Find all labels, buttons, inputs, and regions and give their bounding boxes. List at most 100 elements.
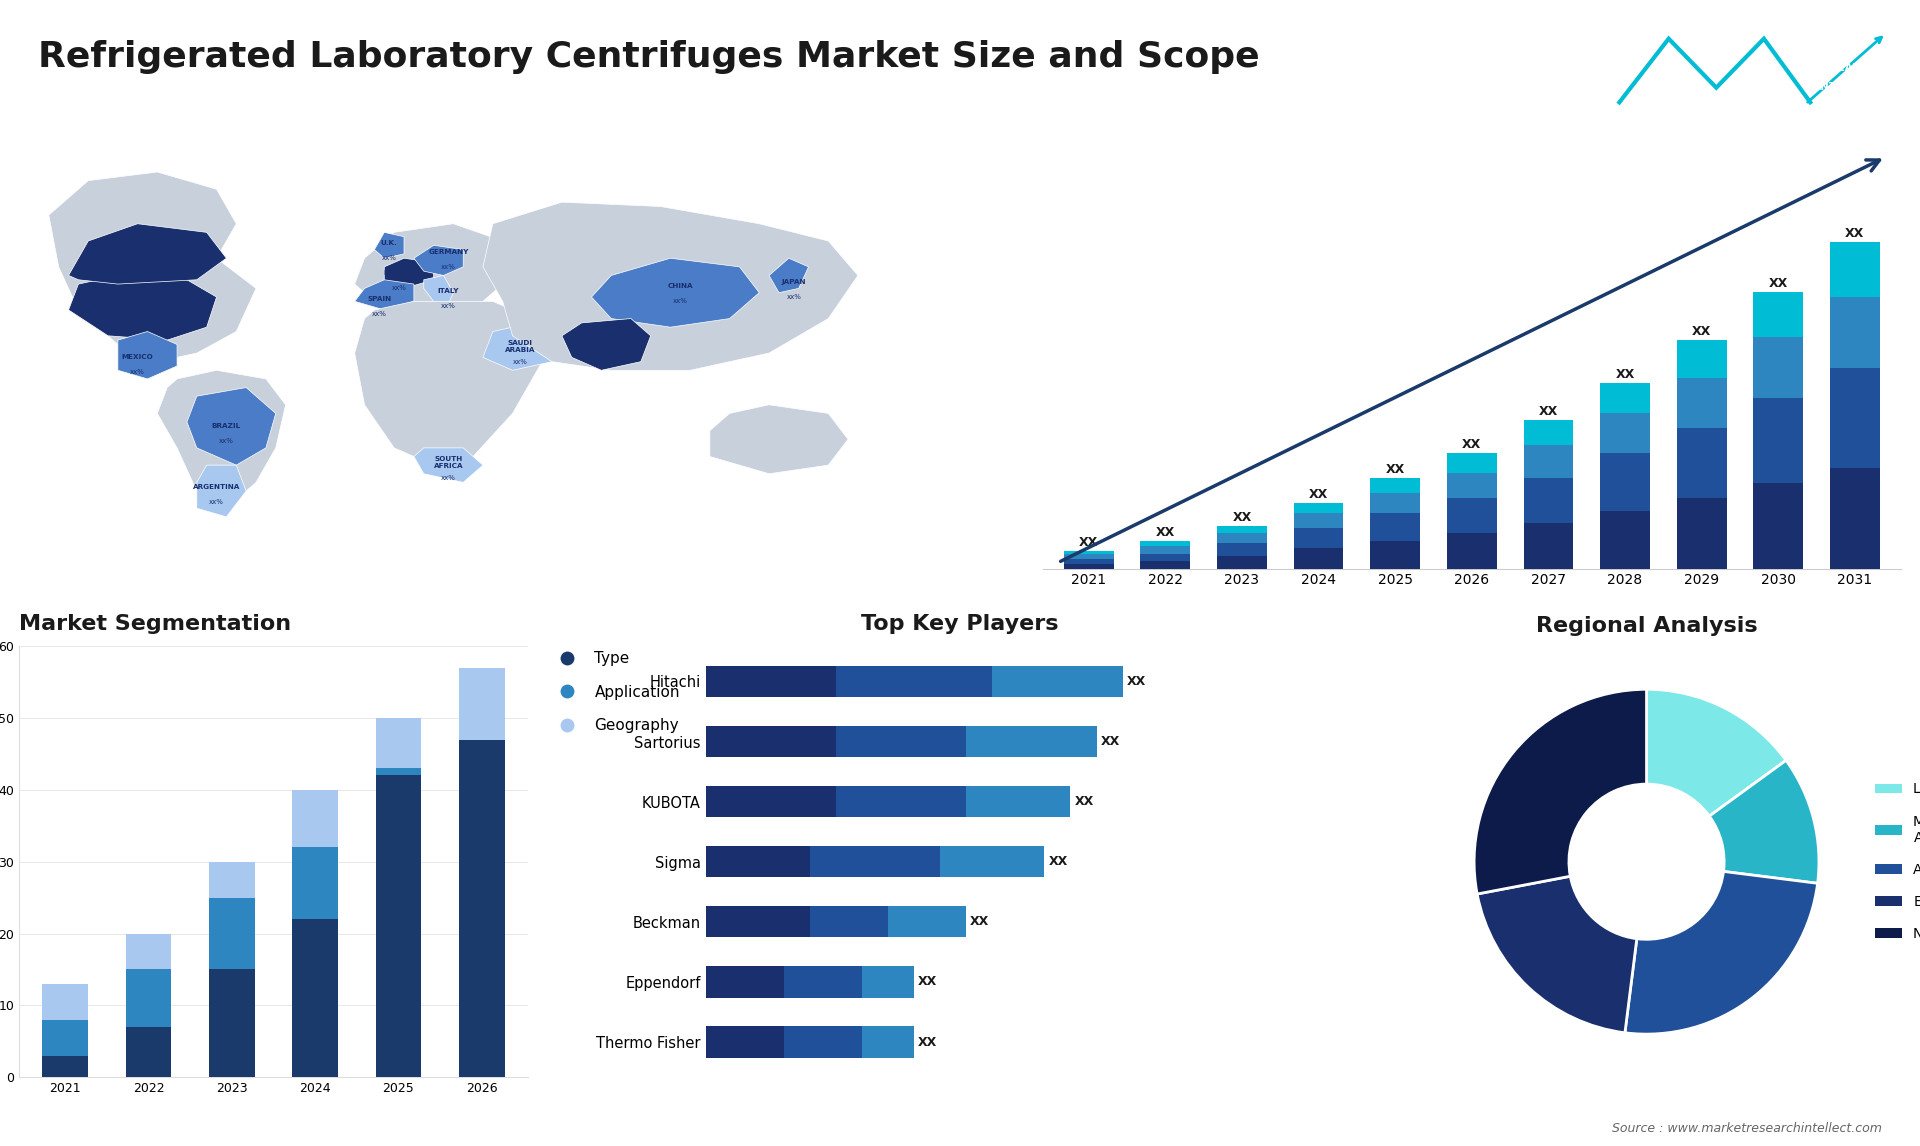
Bar: [1599, 511, 1649, 568]
Bar: [209, 970, 255, 1077]
Bar: [1371, 513, 1421, 541]
Text: XX: XX: [1768, 277, 1788, 290]
Polygon shape: [374, 233, 403, 258]
Bar: [707, 966, 783, 997]
Bar: [1371, 541, 1421, 568]
Bar: [1523, 478, 1572, 524]
Bar: [966, 725, 1096, 758]
Bar: [1753, 398, 1803, 484]
Text: SPAIN: SPAIN: [367, 296, 392, 303]
Text: xx%: xx%: [442, 303, 455, 308]
Polygon shape: [355, 301, 541, 465]
Bar: [707, 786, 835, 817]
Text: xx%: xx%: [209, 499, 225, 504]
Text: XX: XX: [1233, 511, 1252, 524]
Bar: [292, 790, 338, 847]
Text: JAPAN: JAPAN: [781, 278, 806, 285]
Bar: [1140, 541, 1190, 545]
Polygon shape: [69, 275, 217, 340]
Bar: [1294, 549, 1344, 568]
Bar: [376, 768, 420, 776]
Title: Top Key Players: Top Key Players: [862, 613, 1058, 634]
Text: U.S.: U.S.: [100, 303, 117, 308]
Polygon shape: [117, 331, 177, 379]
Polygon shape: [415, 448, 484, 482]
Text: CHINA: CHINA: [668, 283, 693, 289]
Bar: [889, 906, 966, 937]
Polygon shape: [384, 258, 434, 289]
Bar: [209, 862, 255, 897]
Bar: [862, 1027, 914, 1058]
Bar: [1599, 383, 1649, 413]
Polygon shape: [355, 223, 513, 309]
Bar: [1064, 551, 1114, 554]
Bar: [1753, 484, 1803, 568]
Bar: [941, 846, 1044, 878]
Bar: [1294, 528, 1344, 549]
Bar: [1064, 564, 1114, 568]
Bar: [1676, 340, 1726, 378]
Text: xx%: xx%: [603, 359, 618, 364]
Bar: [1599, 453, 1649, 511]
Text: MARKET: MARKET: [1818, 45, 1862, 55]
Bar: [835, 666, 993, 697]
Text: xx%: xx%: [513, 359, 528, 364]
Text: GERMANY: GERMANY: [428, 249, 468, 254]
Polygon shape: [355, 280, 415, 309]
Bar: [835, 786, 966, 817]
Bar: [966, 786, 1071, 817]
Text: CANADA: CANADA: [131, 246, 165, 252]
Bar: [125, 1027, 171, 1077]
Text: XX: XX: [1845, 227, 1864, 240]
Bar: [1523, 524, 1572, 568]
Polygon shape: [415, 245, 463, 275]
Bar: [707, 906, 810, 937]
Bar: [1523, 446, 1572, 478]
Bar: [1294, 503, 1344, 513]
Bar: [1294, 513, 1344, 528]
Bar: [707, 1027, 783, 1058]
Bar: [835, 725, 966, 758]
Bar: [1448, 499, 1498, 533]
Text: XX: XX: [1615, 368, 1634, 380]
Text: XX: XX: [1463, 438, 1482, 452]
Bar: [42, 984, 88, 1020]
Bar: [1753, 337, 1803, 398]
Text: xx%: xx%: [382, 256, 397, 261]
Bar: [1523, 421, 1572, 446]
Polygon shape: [157, 370, 286, 508]
Bar: [376, 776, 420, 1077]
Bar: [1676, 427, 1726, 499]
Bar: [1371, 478, 1421, 493]
Text: XX: XX: [1075, 795, 1094, 808]
Bar: [42, 1055, 88, 1077]
Text: U.K.: U.K.: [380, 241, 397, 246]
Text: RESEARCH: RESEARCH: [1818, 63, 1876, 73]
Text: XX: XX: [1079, 536, 1098, 549]
Bar: [810, 846, 941, 878]
Text: xx%: xx%: [131, 369, 146, 376]
Text: xx%: xx%: [787, 295, 801, 300]
Text: XX: XX: [918, 1036, 937, 1049]
Bar: [209, 897, 255, 970]
Bar: [1217, 526, 1267, 533]
Polygon shape: [710, 405, 849, 473]
Text: XX: XX: [1156, 526, 1175, 539]
Bar: [1140, 554, 1190, 562]
Text: XX: XX: [1100, 735, 1119, 748]
Bar: [1140, 545, 1190, 554]
Bar: [1599, 413, 1649, 453]
Bar: [1830, 242, 1880, 297]
Legend: Latin America, Middle East &
Africa, Asia Pacific, Europe, North America: Latin America, Middle East & Africa, Asi…: [1868, 777, 1920, 947]
Bar: [1217, 556, 1267, 568]
Bar: [125, 970, 171, 1027]
Text: XX: XX: [918, 975, 937, 988]
Wedge shape: [1476, 877, 1638, 1033]
Bar: [1753, 292, 1803, 337]
Text: INTELLECT: INTELLECT: [1818, 81, 1876, 92]
Text: xx%: xx%: [100, 317, 115, 323]
Text: XX: XX: [1386, 463, 1405, 476]
Bar: [1140, 562, 1190, 568]
Wedge shape: [1475, 689, 1647, 894]
Text: Refrigerated Laboratory Centrifuges Market Size and Scope: Refrigerated Laboratory Centrifuges Mark…: [38, 40, 1260, 74]
